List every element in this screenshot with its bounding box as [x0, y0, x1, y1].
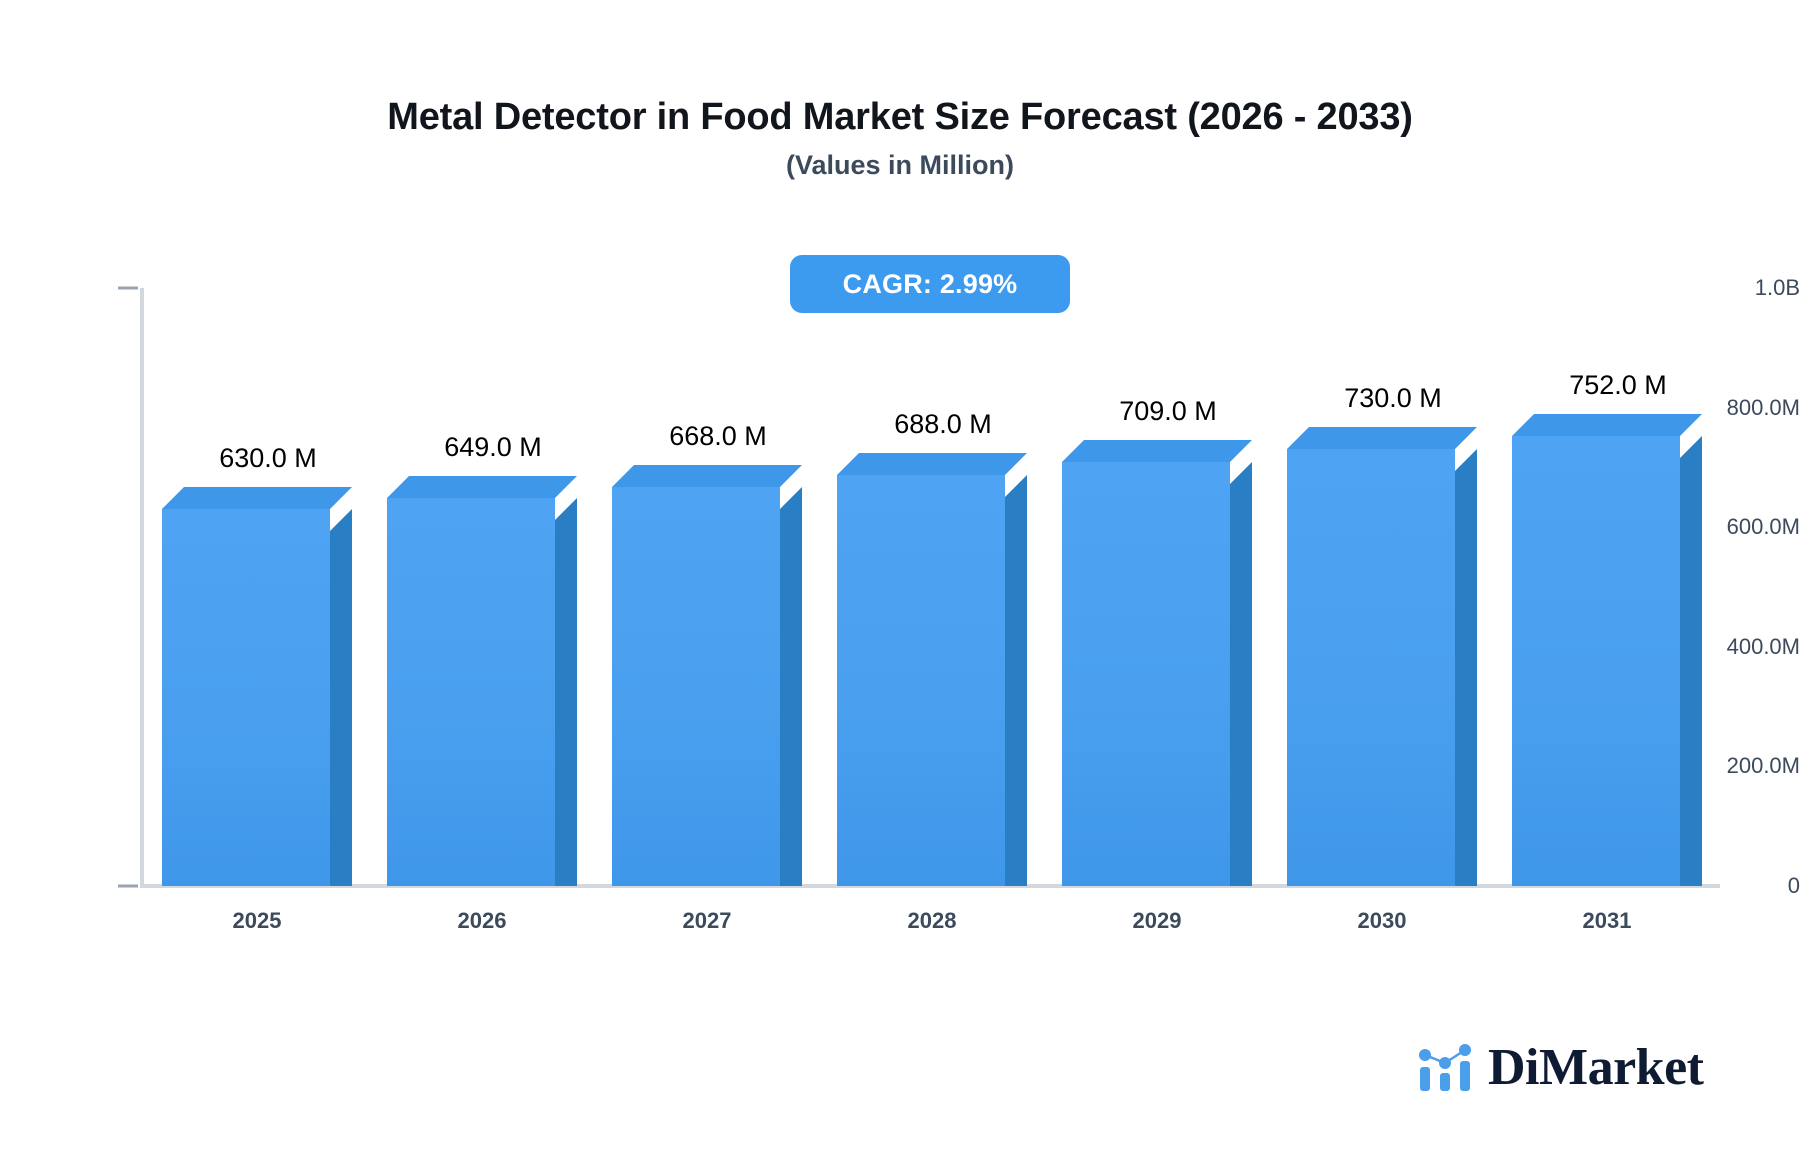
x-tick-label: 2030 [1357, 908, 1407, 933]
bar-top-face [837, 453, 1027, 475]
y-tick-label: 400.0M [1726, 633, 1800, 659]
y-tick-dash [118, 884, 138, 888]
bar-2029[interactable] [1062, 440, 1252, 886]
bar-front-face [1062, 462, 1230, 886]
bar-value-label: 709.0 M [1119, 396, 1217, 426]
chart-subtitle: (Values in Million) [785, 150, 1015, 180]
logo-text: DiMarket [1488, 1039, 1704, 1096]
bar-2025[interactable] [162, 487, 352, 886]
bar-value-label: 668.0 M [669, 421, 767, 451]
bar-value-label: 730.0 M [1344, 383, 1442, 413]
bar-front-face [612, 487, 780, 886]
bar-side-face [330, 509, 352, 886]
bar-side-face [1230, 462, 1252, 886]
bar-top-face [162, 487, 352, 509]
page-title: Metal Detector in Food Market Size Forec… [387, 96, 1413, 138]
bar-value-label: 688.0 M [894, 409, 992, 439]
y-tick-label: 200.0M [1726, 753, 1800, 779]
x-tick-label: 2025 [232, 908, 282, 933]
dimarket-logo: DiMarket [1418, 1039, 1704, 1096]
y-tick-label: 800.0M [1726, 394, 1800, 420]
bar-side-face [1680, 436, 1702, 886]
bar-value-label: 630.0 M [219, 443, 317, 473]
bar-front-face [837, 475, 1005, 886]
bar-front-face [1512, 436, 1680, 886]
bar-value-label: 752.0 M [1569, 370, 1667, 400]
bar-front-face [1287, 449, 1455, 886]
y-tick-label: 0 [1787, 873, 1800, 898]
x-tick-label: 2031 [1582, 908, 1632, 933]
bar-top-face [1287, 427, 1477, 449]
x-tick-label: 2029 [1132, 908, 1182, 933]
bar-2026[interactable] [387, 476, 577, 886]
bar-2030[interactable] [1287, 427, 1477, 886]
x-tick-label: 2027 [682, 908, 732, 933]
bar-top-face [387, 476, 577, 498]
y-tick-dash [118, 286, 138, 290]
bar-top-face [612, 465, 802, 487]
x-axis-line [140, 884, 1720, 888]
x-tick-label: 2028 [907, 908, 957, 933]
bar-2028[interactable] [837, 453, 1027, 886]
bar-chart-dots-icon [1419, 1044, 1471, 1091]
bar-side-face [555, 498, 577, 886]
x-tick-label: 2026 [457, 908, 507, 933]
bar-side-face [1455, 449, 1477, 886]
bar-2027[interactable] [612, 465, 802, 886]
bar-side-face [780, 487, 802, 886]
bar-front-face [387, 498, 555, 886]
bar-2031[interactable] [1512, 414, 1702, 886]
y-tick-label: 1.0B [1754, 275, 1800, 300]
bar-value-label: 649.0 M [444, 432, 542, 462]
bar-top-face [1512, 414, 1702, 436]
bar-side-face [1005, 475, 1027, 886]
y-tick-label: 600.0M [1726, 514, 1800, 540]
cagr-badge: CAGR: 2.99% [790, 255, 1070, 313]
y-axis-line [140, 288, 144, 886]
bar-top-face [1062, 440, 1252, 462]
bar-front-face [162, 509, 330, 886]
